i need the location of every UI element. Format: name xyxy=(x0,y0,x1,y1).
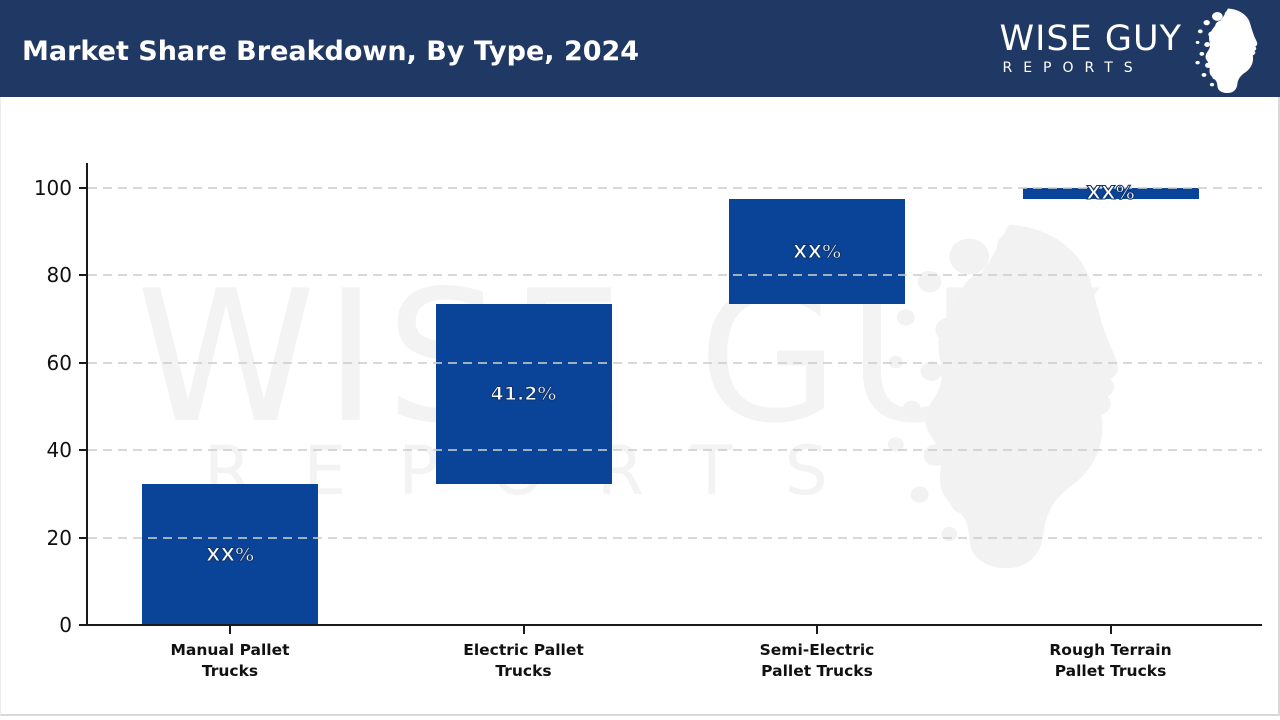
y-tick-label: 60 xyxy=(46,350,72,375)
y-tick xyxy=(79,449,87,451)
x-tick xyxy=(229,625,231,634)
y-tick-label: 80 xyxy=(46,263,72,287)
x-tick xyxy=(1109,625,1112,634)
x-category-label-line: Trucks xyxy=(495,662,552,680)
logo-line1: WISE GUY xyxy=(999,19,1182,59)
x-category-label-line: Trucks xyxy=(201,662,259,680)
y-tick xyxy=(79,536,87,539)
gridline xyxy=(88,536,1262,539)
x-category-label-line: Rough Terrain xyxy=(1049,641,1172,659)
bar-value-label: XX% xyxy=(205,543,255,566)
header: Market Share Breakdown, By Type, 2024 WI… xyxy=(0,0,1280,97)
x-category-label-line: Manual Pallet xyxy=(170,641,290,659)
logo-line2: REPORTS xyxy=(1002,60,1144,76)
bar xyxy=(435,303,612,485)
y-tick-label: 40 xyxy=(46,438,72,462)
y-tick xyxy=(79,274,87,276)
x-axis-line xyxy=(86,624,1262,626)
bar xyxy=(1022,187,1199,200)
x-tick xyxy=(522,625,525,634)
logo: WISE GUY REPORTS xyxy=(999,0,1274,97)
x-tick xyxy=(816,625,818,634)
y-tick-label: 0 xyxy=(59,613,72,637)
y-tick xyxy=(79,186,87,189)
y-tick-label: 100 xyxy=(33,175,72,200)
x-category-label: Semi-Electric Pallet Trucks xyxy=(760,640,875,682)
x-category-label: Rough Terrain Pallet Trucks xyxy=(1049,640,1171,682)
logo-head-icon xyxy=(1195,8,1258,93)
x-category-label: Electric Pallet Trucks xyxy=(463,640,584,682)
gridline xyxy=(88,361,1262,364)
x-category-label-line: Electric Pallet xyxy=(463,641,584,659)
y-tick xyxy=(79,361,87,364)
bar xyxy=(142,484,318,625)
y-tick-label: 20 xyxy=(46,525,72,550)
logo-wordmark: WISE GUY REPORTS xyxy=(999,20,1182,76)
x-category-label-line: Pallet Trucks xyxy=(761,662,873,680)
gridline xyxy=(88,186,1262,189)
y-axis-line xyxy=(86,163,88,625)
x-category-label-line: Semi-Electric xyxy=(759,641,875,659)
bar-value-label: XX% xyxy=(1086,182,1135,205)
page-title: Market Share Breakdown, By Type, 2024 xyxy=(22,36,640,67)
gridline xyxy=(88,449,1262,451)
y-tick xyxy=(79,624,87,626)
bar xyxy=(729,199,905,304)
x-category-label: Manual Pallet Trucks xyxy=(170,640,289,682)
x-category-label-line: Pallet Trucks xyxy=(1054,662,1167,680)
bar-value-label: XX% xyxy=(792,240,842,263)
bar-value-label: 41.2% xyxy=(490,382,557,405)
gridline xyxy=(88,274,1262,276)
